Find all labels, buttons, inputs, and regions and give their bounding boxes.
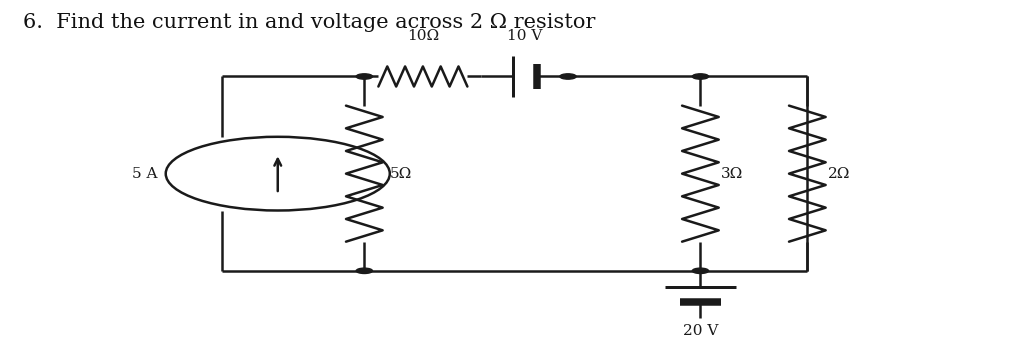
Text: 20 V: 20 V <box>683 324 718 338</box>
Circle shape <box>692 74 709 79</box>
Circle shape <box>356 268 373 273</box>
Text: 2Ω: 2Ω <box>827 166 850 181</box>
Text: 6.  Find the current in and voltage across 2 Ω resistor: 6. Find the current in and voltage acros… <box>24 13 596 32</box>
Circle shape <box>692 268 709 273</box>
Text: 10 V: 10 V <box>507 29 543 43</box>
Text: 3Ω: 3Ω <box>721 166 743 181</box>
Circle shape <box>356 74 373 79</box>
Circle shape <box>560 74 577 79</box>
Text: 5Ω: 5Ω <box>390 166 412 181</box>
Text: 10Ω: 10Ω <box>407 29 439 43</box>
Text: 5 A: 5 A <box>132 166 158 181</box>
